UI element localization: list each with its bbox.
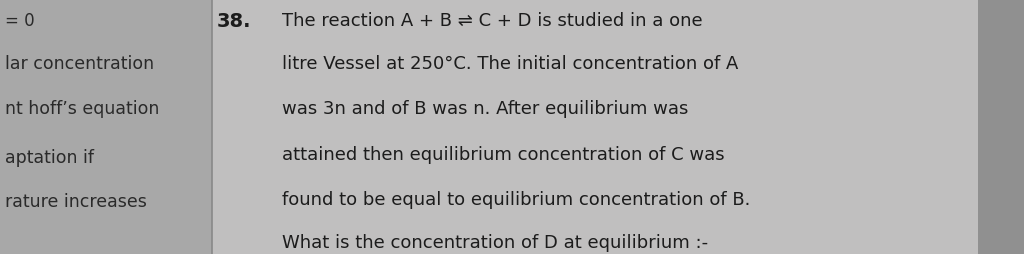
Text: was 3n and of B was n. After equilibrium was: was 3n and of B was n. After equilibrium…: [282, 100, 688, 118]
Text: = 0: = 0: [5, 12, 35, 30]
Text: 38.: 38.: [217, 12, 252, 31]
Text: What is the concentration of D at equilibrium :-: What is the concentration of D at equili…: [282, 233, 708, 251]
Text: attained then equilibrium concentration of C was: attained then equilibrium concentration …: [282, 145, 724, 163]
Text: litre Vessel at 250°C. The initial concentration of A: litre Vessel at 250°C. The initial conce…: [282, 55, 738, 73]
Text: rature increases: rature increases: [5, 192, 147, 210]
Text: nt hoff’s equation: nt hoff’s equation: [5, 100, 160, 118]
Text: found to be equal to equilibrium concentration of B.: found to be equal to equilibrium concent…: [282, 190, 750, 208]
Text: lar concentration: lar concentration: [5, 55, 155, 73]
Text: aptation if: aptation if: [5, 148, 94, 166]
Bar: [978, 0, 1024, 254]
Text: The reaction A + B ⇌ C + D is studied in a one: The reaction A + B ⇌ C + D is studied in…: [282, 12, 702, 30]
Bar: [0, 0, 212, 254]
Bar: [212, 0, 978, 254]
